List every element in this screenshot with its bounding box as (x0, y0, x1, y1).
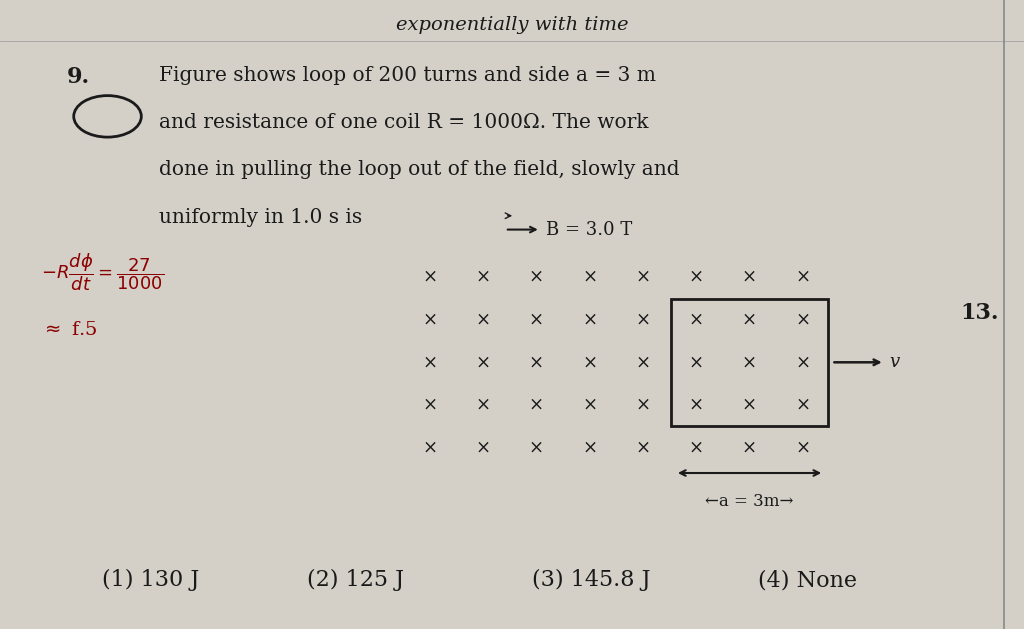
Text: ×: × (636, 353, 650, 371)
Text: ×: × (423, 311, 437, 328)
Text: ×: × (476, 439, 490, 457)
Text: ×: × (689, 268, 703, 286)
Text: ×: × (423, 268, 437, 286)
Text: uniformly in 1.0 s is: uniformly in 1.0 s is (159, 208, 361, 226)
Text: ×: × (476, 311, 490, 328)
Text: ×: × (529, 396, 544, 414)
Text: ×: × (476, 396, 490, 414)
Text: ×: × (689, 439, 703, 457)
Text: and resistance of one coil R = 1000Ω. The work: and resistance of one coil R = 1000Ω. Th… (159, 113, 648, 132)
Text: ×: × (689, 353, 703, 371)
Text: ×: × (423, 439, 437, 457)
Text: ×: × (476, 268, 490, 286)
Text: (3) 145.8 J: (3) 145.8 J (532, 569, 651, 591)
Text: ×: × (423, 396, 437, 414)
Text: v: v (890, 353, 900, 371)
Text: ×: × (529, 268, 544, 286)
Text: ×: × (583, 268, 597, 286)
Text: exponentially with time: exponentially with time (395, 16, 629, 34)
Text: 13.: 13. (959, 302, 998, 324)
Text: 9.: 9. (67, 66, 90, 88)
Text: (2) 125 J: (2) 125 J (307, 569, 404, 591)
Text: ×: × (529, 439, 544, 457)
Text: ×: × (742, 311, 757, 328)
Text: ×: × (583, 396, 597, 414)
Text: ×: × (742, 353, 757, 371)
Text: ×: × (476, 353, 490, 371)
Text: ×: × (423, 353, 437, 371)
Text: $\approx$ f.5: $\approx$ f.5 (41, 321, 97, 339)
Text: ×: × (796, 353, 810, 371)
Text: ×: × (583, 311, 597, 328)
Text: ×: × (529, 311, 544, 328)
Text: ×: × (796, 311, 810, 328)
Text: ×: × (636, 311, 650, 328)
Bar (671, 299, 828, 426)
Text: ×: × (689, 396, 703, 414)
Text: ×: × (529, 353, 544, 371)
Text: (1) 130 J: (1) 130 J (102, 569, 200, 591)
Text: ×: × (583, 439, 597, 457)
Text: (4) None: (4) None (758, 569, 857, 591)
Text: ×: × (636, 268, 650, 286)
Text: ×: × (742, 396, 757, 414)
Text: ×: × (796, 396, 810, 414)
Text: $-R\dfrac{d\phi}{dt} = \dfrac{27}{1000}$: $-R\dfrac{d\phi}{dt} = \dfrac{27}{1000}$ (41, 252, 164, 293)
Text: ×: × (796, 268, 810, 286)
Text: done in pulling the loop out of the field, slowly and: done in pulling the loop out of the fiel… (159, 160, 679, 179)
Text: B = 3.0 T: B = 3.0 T (546, 221, 632, 238)
Text: Figure shows loop of 200 turns and side a = 3 m: Figure shows loop of 200 turns and side … (159, 66, 655, 85)
Text: ←a = 3m→: ←a = 3m→ (706, 493, 794, 510)
Text: ×: × (796, 439, 810, 457)
Text: ×: × (636, 396, 650, 414)
Text: ×: × (636, 439, 650, 457)
Text: ×: × (689, 311, 703, 328)
Text: ×: × (742, 439, 757, 457)
Text: ×: × (742, 268, 757, 286)
Text: ×: × (583, 353, 597, 371)
